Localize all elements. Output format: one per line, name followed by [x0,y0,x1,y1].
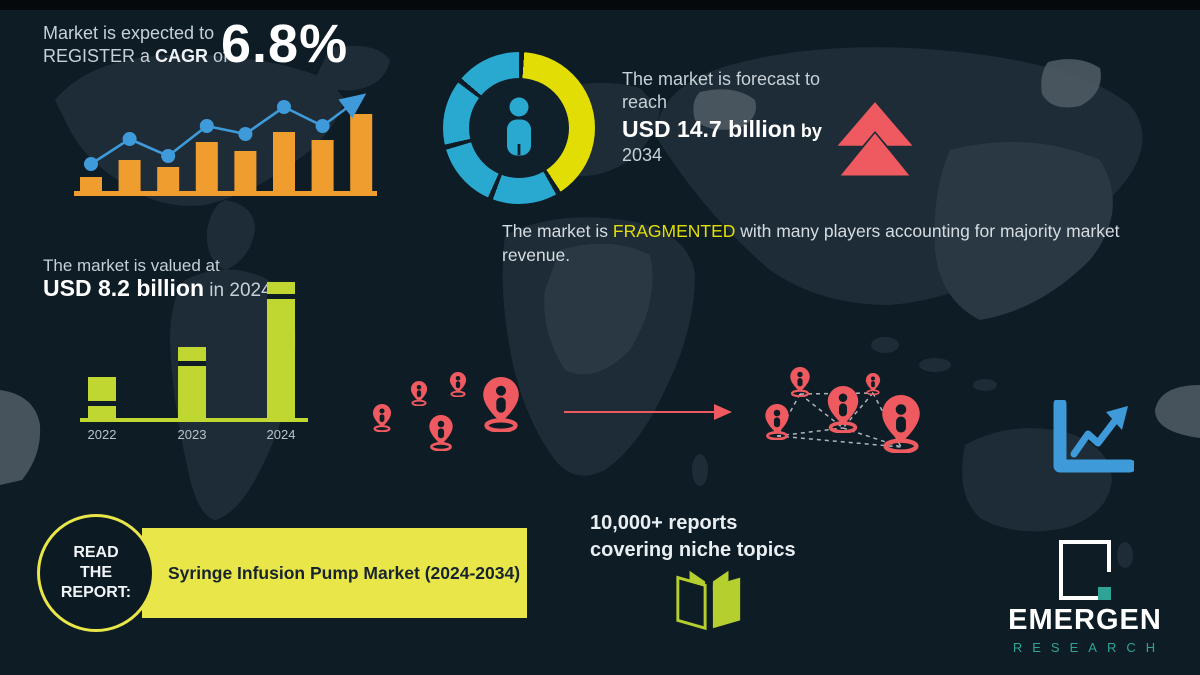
chart-up-icon [1053,400,1134,473]
valuation-value-line: USD 8.2 billion in 2024 [43,275,272,302]
year-label-2023: 2023 [177,427,207,442]
forecast-value: USD 14.7 billion [622,116,796,142]
cagr-caption-line1: Market is expected to [43,23,215,43]
fragmented-statement: The market is FRAGMENTED with many playe… [502,221,1120,265]
location-pin-icon [372,404,392,432]
location-pin-icon [882,395,920,452]
emergen-logo: EMERGEN RESEARCH [1000,540,1170,655]
forecast-caption: The market is forecast to reach USD 14.7… [622,68,822,167]
location-pin-icon [449,372,467,397]
location-pin-icon [428,415,454,451]
reports-line1: 10,000+ reports [590,512,738,534]
valuation-line1: The market is valued at [43,256,220,275]
consolidation-arrow-icon [564,404,732,420]
read-report-badge[interactable]: READ THE REPORT: [37,514,155,632]
location-pin-icon [410,381,428,406]
valuation-value: USD 8.2 billion [43,275,205,301]
cagr-caption: Market is expected to REGISTER a CAGR of [43,22,228,68]
forecast-value-line: USD 14.7 billion by [622,116,822,142]
year-label-2024: 2024 [266,427,296,442]
market-players-pins-left [372,372,543,451]
person-icon [507,97,531,156]
cagr-caption-line2: REGISTER a CAGR of [43,46,229,66]
reports-line2: covering niche topics [590,539,796,561]
year-label-2022: 2022 [87,427,117,442]
location-pin-icon [826,386,860,433]
market-share-donut [443,52,595,204]
double-up-arrow-icon [837,102,913,176]
cagr-value: 6.8% [221,14,349,74]
location-pin-icon [764,404,790,440]
market-players-network [764,367,952,475]
valuation-year-labels: 2022 2023 2024 [80,427,310,443]
forecast-line1: The market is forecast to [622,69,821,89]
report-title-banner[interactable]: Syringe Infusion Pump Market (2024-2034) [142,528,527,618]
logo-square-icon [1059,540,1111,600]
valuation-chart [80,282,308,422]
fragmented-keyword: FRAGMENTED [612,221,736,241]
donut-hole [469,78,569,178]
logo-name: EMERGEN [1008,604,1162,636]
valuation-caption: The market is valued at USD 8.2 billion … [43,255,272,302]
location-pin-icon [483,377,519,431]
forecast-line2: reach [622,92,668,112]
location-pin-icon [789,367,811,397]
logo-tagline: RESEARCH [1012,640,1166,655]
open-book-icon [676,570,741,631]
report-title: Syringe Infusion Pump Market (2024-2034) [168,562,521,583]
cagr-growth-chart [74,93,377,196]
location-pin-icon [865,373,881,395]
top-border-strip [0,0,1200,10]
reports-caption: 10,000+ reports covering niche topics [590,510,796,564]
forecast-year: 2034 [622,145,663,165]
